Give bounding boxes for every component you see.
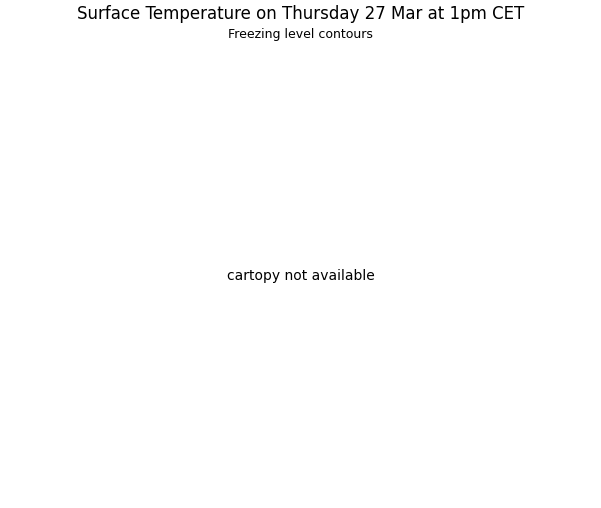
Text: cartopy not available: cartopy not available [227, 269, 374, 283]
Text: Freezing level contours: Freezing level contours [228, 28, 373, 41]
Text: Surface Temperature on Thursday 27 Mar at 1pm CET: Surface Temperature on Thursday 27 Mar a… [77, 5, 524, 23]
